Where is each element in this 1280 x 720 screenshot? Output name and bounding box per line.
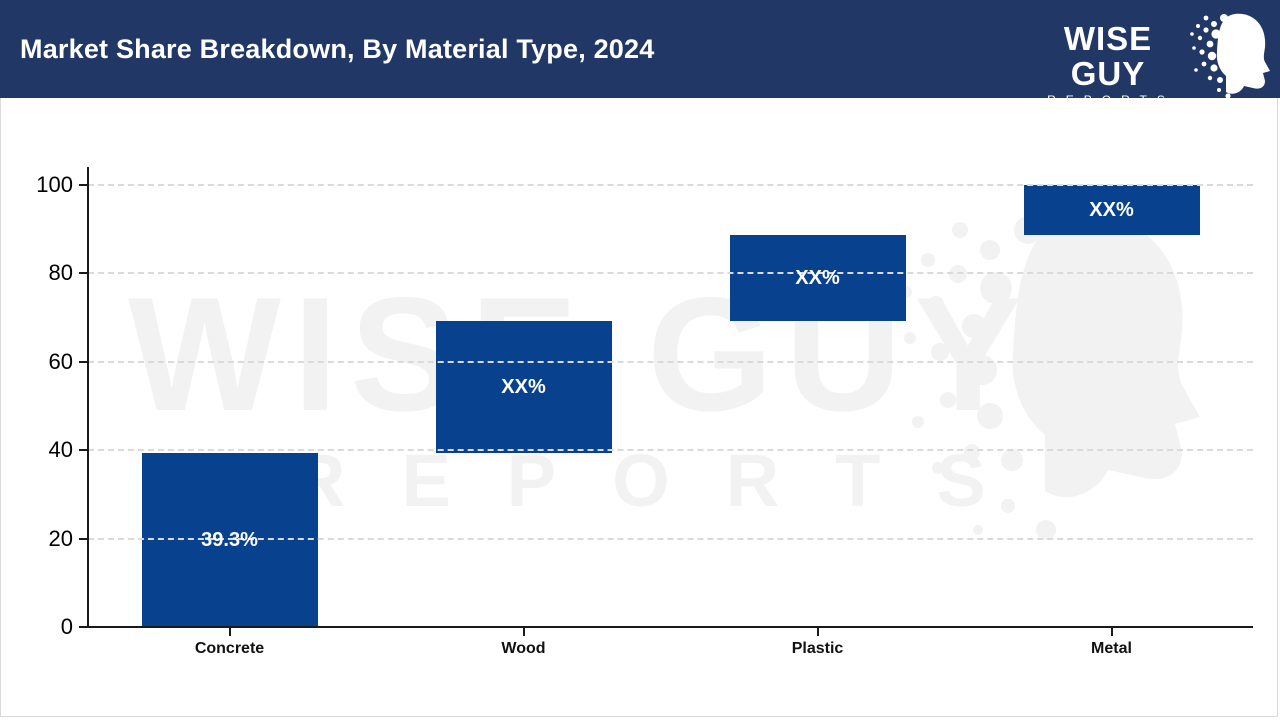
bar-plastic [729, 234, 906, 321]
bar-value-label: XX% [501, 375, 546, 398]
gridline-y-60 [88, 360, 1253, 363]
x-category-label-wood: Wood [501, 640, 546, 657]
x-category-label-concrete: Concrete [194, 640, 265, 657]
x-tick-mark [1110, 628, 1113, 636]
y-tick-label: 40 [48, 437, 73, 462]
y-tick-mark [79, 183, 88, 186]
y-tick-mark [79, 626, 88, 628]
y-axis-line [87, 167, 89, 628]
bar-value-label: 39.3% [201, 529, 258, 552]
y-tick-label: 60 [48, 348, 73, 374]
y-tick-label: 0 [60, 614, 73, 639]
y-tick-mark [79, 537, 88, 540]
y-tick-label: 80 [48, 260, 73, 285]
x-tick-mark [816, 628, 819, 636]
bar-concrete [141, 453, 318, 627]
x-tick-mark [228, 628, 231, 636]
y-tick-mark [79, 360, 88, 363]
bar-value-label: XX% [795, 266, 840, 289]
y-tick-label: 100 [36, 171, 73, 197]
gridline-y-80 [88, 272, 1253, 274]
x-category-label-metal: Metal [1091, 640, 1132, 657]
logo-wordmark: WISE GUY [1063, 20, 1153, 92]
x-tick-mark [522, 628, 525, 636]
y-tick-mark [79, 449, 88, 451]
header-bar: Market Share Breakdown, By Material Type… [0, 0, 1280, 107]
x-category-label-plastic: Plastic [791, 640, 844, 657]
gridline-y-20 [88, 537, 1253, 540]
gridline-y-40 [88, 449, 1253, 451]
bar-wood [435, 320, 612, 454]
gridline-y-100 [88, 183, 1253, 186]
y-tick-mark [79, 272, 88, 274]
logo-head-dots-icon [1190, 13, 1270, 99]
wise-guy-reports-logo: WISE GUY REPORTS [1022, 6, 1272, 107]
y-tick-label: 20 [48, 525, 73, 551]
bar-value-label: XX% [1089, 198, 1134, 221]
logo-text: WISE GUY REPORTS [1022, 20, 1194, 107]
x-axis-line [87, 626, 1253, 628]
page-title: Market Share Breakdown, By Material Type… [20, 33, 655, 64]
